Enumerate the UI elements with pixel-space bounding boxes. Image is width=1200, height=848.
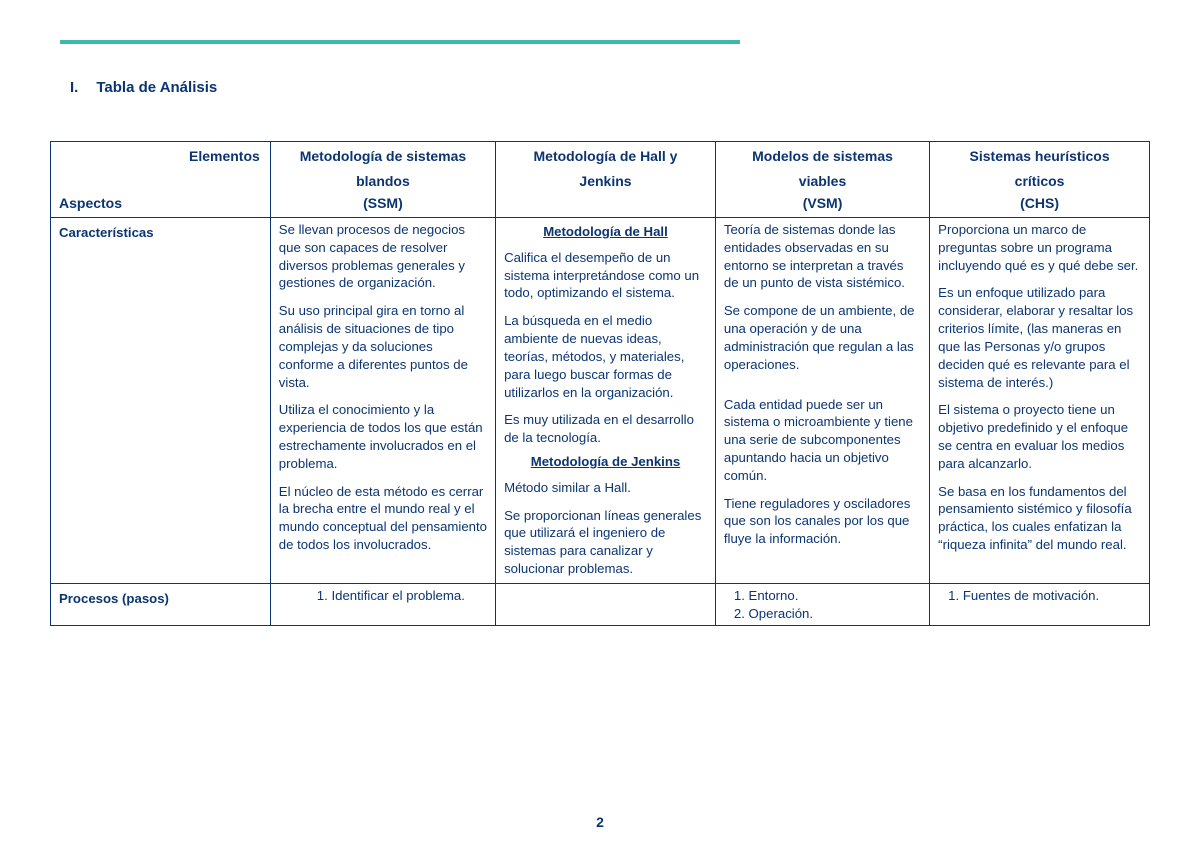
r2c5i1: 1. Fuentes de motivación. bbox=[938, 587, 1141, 605]
section-roman: I. bbox=[70, 79, 78, 96]
r1c3sub2: Metodología de Jenkins bbox=[504, 453, 707, 471]
header-col5-l1: Sistemas heurísticos bbox=[930, 142, 1150, 168]
r1c5p3: El sistema o proyecto tiene un objetivo … bbox=[938, 401, 1141, 472]
row1-col5: Proporciona un marco de preguntas sobre … bbox=[930, 218, 1150, 584]
r2c2i1: 1. Identificar el problema. bbox=[279, 587, 487, 605]
r1c2p4: El núcleo de esta método es cerrar la br… bbox=[279, 483, 487, 554]
header-col5-l3: (CHS) bbox=[930, 192, 1150, 218]
r1c3p3: Es muy utilizada en el desarrollo de la … bbox=[504, 411, 707, 447]
section-title: I. Tabla de Análisis bbox=[70, 79, 1150, 96]
header-col2-l2: blandos bbox=[270, 167, 495, 192]
row1-col2: Se llevan procesos de negocios que son c… bbox=[270, 218, 495, 584]
row1-col3: Metodología de Hall Califica el desempeñ… bbox=[496, 218, 716, 584]
r1c5p2: Es un enfoque utilizado para considerar,… bbox=[938, 284, 1141, 391]
table-header-row-3: Aspectos (SSM) (VSM) (CHS) bbox=[51, 192, 1150, 218]
table-row-procesos: Procesos (pasos) 1. Identificar el probl… bbox=[51, 583, 1150, 626]
row1-label: Características bbox=[51, 218, 271, 584]
row2-col3 bbox=[496, 583, 716, 626]
r1c2p1: Se llevan procesos de negocios que son c… bbox=[279, 221, 487, 292]
header-col4-l2: viables bbox=[715, 167, 929, 192]
row2-col5: 1. Fuentes de motivación. bbox=[930, 583, 1150, 626]
r1c3p2: La búsqueda en el medio ambiente de nuev… bbox=[504, 312, 707, 401]
table-row-caracteristicas: Características Se llevan procesos de ne… bbox=[51, 218, 1150, 584]
header-col5-l2: críticos bbox=[930, 167, 1150, 192]
header-col3-l1: Metodología de Hall y bbox=[496, 142, 716, 168]
row2-label: Procesos (pasos) bbox=[51, 583, 271, 626]
row2-col2: 1. Identificar el problema. bbox=[270, 583, 495, 626]
r1c4p1: Teoría de sistemas donde las entidades o… bbox=[724, 221, 921, 292]
table-header-row-1: Elementos Metodología de sistemas Metodo… bbox=[51, 142, 1150, 168]
r1c2p3: Utiliza el conocimiento y la experiencia… bbox=[279, 401, 487, 472]
header-col4-l3: (VSM) bbox=[715, 192, 929, 218]
r1c3sub1: Metodología de Hall bbox=[504, 223, 707, 241]
r1c2p2: Su uso principal gira en torno al anális… bbox=[279, 302, 487, 391]
header-elementos: Elementos bbox=[51, 142, 271, 168]
analysis-table: Elementos Metodología de sistemas Metodo… bbox=[50, 141, 1150, 626]
r1c3p1: Califica el desempeño de un sistema inte… bbox=[504, 249, 707, 302]
header-col3-l2: Jenkins bbox=[496, 167, 716, 192]
r1c5p1: Proporciona un marco de preguntas sobre … bbox=[938, 221, 1141, 274]
r1c3p4: Método similar a Hall. bbox=[504, 479, 707, 497]
r1c3p5: Se proporcionan líneas generales que uti… bbox=[504, 507, 707, 578]
page-number: 2 bbox=[0, 814, 1200, 830]
accent-line bbox=[60, 40, 740, 44]
header-col4-l1: Modelos de sistemas bbox=[715, 142, 929, 168]
r1c4p3: Cada entidad puede ser un sistema o micr… bbox=[724, 396, 921, 485]
header-empty bbox=[51, 167, 271, 192]
section-text: Tabla de Análisis bbox=[96, 79, 217, 96]
r1c4p2: Se compone de un ambiente, de una operac… bbox=[724, 302, 921, 373]
table-header-row-2: blandos Jenkins viables críticos bbox=[51, 167, 1150, 192]
r1c5p4: Se basa en los fundamentos del pensamien… bbox=[938, 483, 1141, 554]
header-col3-l3 bbox=[496, 192, 716, 218]
header-col2-l3: (SSM) bbox=[270, 192, 495, 218]
row2-col4: 1. Entorno. 2. Operación. bbox=[715, 583, 929, 626]
r2c4i1: 1. Entorno. bbox=[724, 587, 921, 605]
r1c4p4: Tiene reguladores y osciladores que son … bbox=[724, 495, 921, 548]
header-col2-l1: Metodología de sistemas bbox=[270, 142, 495, 168]
header-aspectos: Aspectos bbox=[51, 192, 271, 218]
r2c4i2: 2. Operación. bbox=[724, 605, 921, 623]
row1-col4: Teoría de sistemas donde las entidades o… bbox=[715, 218, 929, 584]
